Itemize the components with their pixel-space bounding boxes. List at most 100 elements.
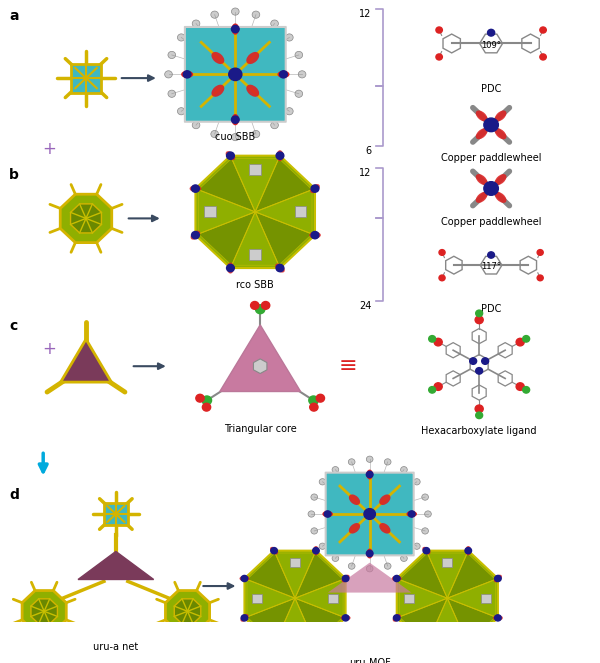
Polygon shape: [31, 599, 58, 624]
Ellipse shape: [241, 614, 248, 622]
Circle shape: [311, 494, 317, 500]
Ellipse shape: [227, 263, 234, 274]
Circle shape: [232, 25, 239, 32]
Circle shape: [465, 642, 472, 649]
Circle shape: [324, 511, 331, 517]
Ellipse shape: [494, 575, 502, 582]
Circle shape: [241, 615, 248, 621]
Circle shape: [313, 548, 319, 554]
FancyBboxPatch shape: [185, 27, 286, 122]
Circle shape: [271, 548, 277, 554]
Polygon shape: [78, 552, 154, 579]
Circle shape: [537, 249, 543, 255]
Polygon shape: [71, 64, 101, 93]
Polygon shape: [448, 598, 496, 643]
Ellipse shape: [495, 111, 506, 121]
Ellipse shape: [495, 174, 506, 185]
Ellipse shape: [181, 71, 193, 78]
Polygon shape: [247, 579, 295, 617]
Ellipse shape: [232, 23, 239, 34]
Ellipse shape: [190, 185, 201, 192]
Ellipse shape: [191, 231, 200, 239]
Circle shape: [488, 29, 494, 36]
Circle shape: [470, 358, 476, 365]
Circle shape: [295, 90, 302, 97]
Text: uru-MOF: uru-MOF: [349, 658, 391, 663]
Circle shape: [343, 575, 349, 581]
Polygon shape: [166, 591, 209, 632]
Ellipse shape: [476, 192, 487, 203]
Ellipse shape: [211, 52, 224, 64]
Ellipse shape: [464, 642, 472, 650]
Text: ≡: ≡: [338, 356, 357, 376]
Circle shape: [439, 275, 445, 280]
Circle shape: [367, 566, 373, 572]
Polygon shape: [60, 194, 112, 243]
Ellipse shape: [341, 575, 350, 582]
Circle shape: [229, 68, 242, 80]
Text: PDC: PDC: [481, 84, 501, 93]
Ellipse shape: [277, 71, 289, 78]
Circle shape: [436, 54, 442, 60]
Circle shape: [523, 387, 530, 393]
Text: 109°: 109°: [481, 40, 501, 50]
Polygon shape: [232, 158, 279, 212]
Polygon shape: [427, 553, 467, 598]
Ellipse shape: [476, 129, 487, 139]
Circle shape: [394, 575, 400, 581]
Polygon shape: [247, 598, 295, 643]
Circle shape: [276, 152, 284, 159]
Text: b: b: [10, 168, 19, 182]
Text: +: +: [42, 340, 56, 359]
Circle shape: [475, 316, 483, 324]
Ellipse shape: [309, 232, 321, 239]
Circle shape: [311, 528, 317, 534]
Ellipse shape: [495, 192, 506, 203]
Circle shape: [310, 403, 318, 411]
Text: rco SBB: rco SBB: [236, 280, 274, 290]
Circle shape: [436, 27, 442, 33]
Circle shape: [537, 275, 543, 280]
Circle shape: [439, 249, 445, 255]
FancyBboxPatch shape: [250, 164, 261, 175]
Polygon shape: [328, 563, 412, 593]
Circle shape: [475, 405, 483, 412]
Ellipse shape: [367, 469, 373, 479]
Polygon shape: [295, 553, 343, 598]
Ellipse shape: [392, 575, 401, 581]
Circle shape: [476, 367, 482, 374]
Circle shape: [349, 563, 355, 570]
Circle shape: [332, 467, 339, 473]
FancyBboxPatch shape: [250, 249, 261, 260]
Circle shape: [227, 152, 235, 159]
Ellipse shape: [211, 85, 224, 97]
Ellipse shape: [495, 129, 506, 139]
Circle shape: [252, 11, 260, 19]
Circle shape: [202, 403, 211, 411]
Polygon shape: [399, 553, 448, 598]
FancyBboxPatch shape: [290, 558, 300, 567]
Polygon shape: [448, 553, 496, 598]
Circle shape: [516, 338, 524, 346]
Ellipse shape: [246, 52, 259, 64]
FancyBboxPatch shape: [442, 630, 452, 639]
Circle shape: [211, 131, 218, 138]
Circle shape: [484, 182, 499, 196]
Ellipse shape: [379, 495, 391, 505]
Polygon shape: [295, 579, 343, 617]
Polygon shape: [399, 579, 448, 617]
Ellipse shape: [465, 546, 471, 556]
Circle shape: [311, 185, 319, 192]
FancyBboxPatch shape: [328, 593, 338, 603]
Polygon shape: [399, 598, 448, 643]
Polygon shape: [275, 598, 315, 643]
Circle shape: [252, 131, 260, 138]
Circle shape: [280, 71, 287, 78]
FancyBboxPatch shape: [252, 593, 262, 603]
Circle shape: [232, 116, 239, 123]
Circle shape: [286, 34, 293, 41]
Circle shape: [367, 456, 373, 462]
Text: 117°: 117°: [481, 263, 501, 271]
Circle shape: [251, 302, 259, 310]
Text: cuo SBB: cuo SBB: [215, 133, 256, 143]
